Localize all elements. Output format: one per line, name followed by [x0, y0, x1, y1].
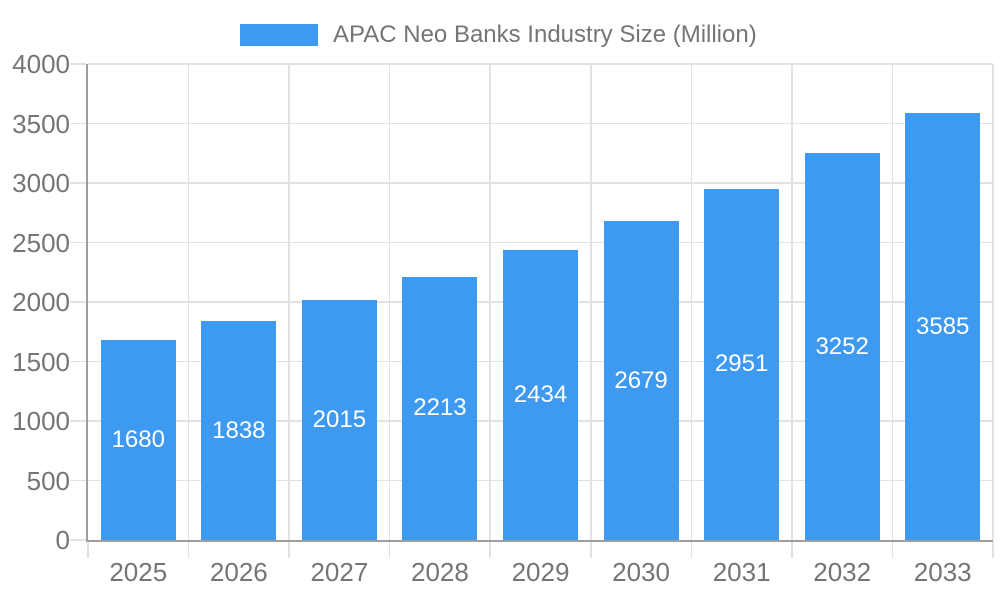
- x-tick-mark: [891, 542, 894, 558]
- x-tick-label: 2028: [411, 557, 469, 587]
- bar[interactable]: 1680: [100, 340, 176, 540]
- plot-area: 1680 1838 2015 2213 2434 2679 2951 3252 3585: [88, 63, 994, 540]
- x-gridline: [690, 64, 693, 540]
- y-tick-label: 3500: [12, 108, 70, 139]
- y-tick-label: 1500: [12, 346, 70, 377]
- y-gridline: [88, 122, 993, 125]
- bar-value-label: 1680: [111, 426, 165, 454]
- x-tick-mark: [791, 542, 793, 558]
- x-gridline: [992, 64, 994, 540]
- x-tick-label: 2026: [209, 557, 268, 587]
- bar-value-label: 3252: [815, 332, 869, 360]
- x-tick-mark: [288, 542, 290, 558]
- x-tick-label: 2031: [712, 557, 771, 587]
- x-gridline: [187, 64, 190, 540]
- y-tick-label: 500: [26, 465, 70, 496]
- bar[interactable]: 3585: [905, 113, 981, 540]
- y-tick-label: 4000: [12, 49, 70, 79]
- bar-value-label: 2434: [513, 381, 568, 409]
- bar[interactable]: 2951: [704, 188, 780, 540]
- bar-value-label: 1838: [212, 416, 266, 444]
- bar[interactable]: 2213: [402, 276, 478, 540]
- x-tick-mark: [690, 542, 693, 558]
- y-tick-mark: [70, 479, 86, 482]
- x-gridline: [489, 64, 491, 540]
- bar[interactable]: 1838: [201, 321, 277, 540]
- y-gridline: [88, 182, 993, 184]
- x-tick-mark: [590, 542, 592, 558]
- bar-value-label: 2015: [312, 406, 367, 434]
- x-tick-label: 2033: [913, 557, 972, 587]
- x-tick-mark: [489, 542, 491, 558]
- bar[interactable]: 2679: [603, 221, 679, 540]
- bar[interactable]: 2434: [503, 250, 578, 540]
- x-tick-mark: [87, 542, 89, 558]
- y-tick-mark: [70, 182, 86, 184]
- legend-label: APAC Neo Banks Industry Size (Million): [333, 21, 757, 48]
- x-gridline: [891, 64, 894, 540]
- y-tick-label: 2000: [12, 287, 70, 317]
- bar-value-label: 2951: [714, 350, 769, 378]
- y-tick-mark: [70, 420, 86, 422]
- bar-value-label: 3585: [916, 312, 970, 340]
- x-tick-mark: [388, 542, 391, 558]
- bar[interactable]: 2015: [301, 300, 377, 540]
- bar-value-label: 2679: [614, 366, 668, 394]
- x-tick-label: 2029: [511, 557, 570, 587]
- y-tick-mark: [70, 63, 86, 65]
- y-axis-line: [86, 64, 88, 542]
- x-gridline: [791, 64, 793, 540]
- x-tick-mark: [187, 542, 190, 558]
- legend-swatch-icon: [240, 24, 318, 46]
- x-gridline: [288, 64, 290, 540]
- y-tick-label: 2500: [12, 227, 70, 258]
- x-tick-label: 2027: [310, 557, 369, 587]
- y-tick-label: 3000: [12, 168, 70, 198]
- y-tick-mark: [70, 539, 86, 541]
- x-tick-label: 2030: [612, 557, 670, 587]
- x-tick-label: 2032: [813, 557, 872, 587]
- bar[interactable]: 3252: [804, 153, 880, 540]
- legend: APAC Neo Banks Industry Size (Million): [240, 21, 757, 49]
- bar-value-label: 2213: [413, 394, 467, 422]
- x-tick-label: 2025: [109, 557, 168, 587]
- y-tick-mark: [70, 241, 86, 244]
- y-tick-mark: [70, 360, 86, 363]
- x-axis-line: [86, 540, 993, 542]
- x-gridline: [590, 64, 592, 540]
- y-tick-mark: [70, 301, 86, 303]
- y-gridline: [88, 241, 993, 244]
- y-tick-label: 0: [55, 525, 70, 555]
- x-gridline: [388, 64, 391, 540]
- x-tick-mark: [992, 542, 994, 558]
- y-tick-label: 1000: [12, 406, 70, 436]
- y-gridline: [88, 63, 993, 65]
- y-tick-mark: [70, 122, 86, 125]
